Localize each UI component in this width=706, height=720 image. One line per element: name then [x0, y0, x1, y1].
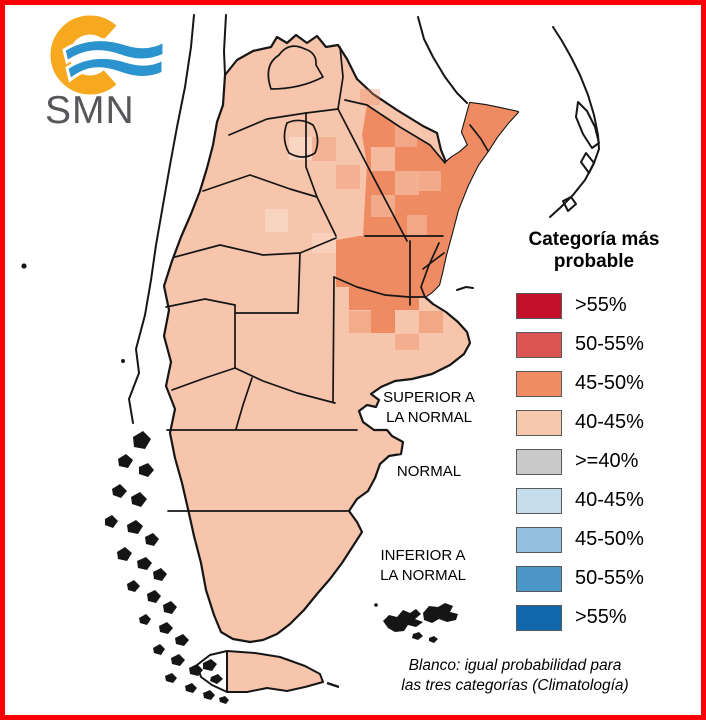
legend-label: 45-50% — [575, 528, 644, 551]
legend-row: 40-45% — [483, 409, 701, 436]
neighbor-coastlines — [417, 16, 600, 291]
legend-label: 45-50% — [575, 372, 644, 395]
legend: Categoría más probable >55% 50-55% 45-50… — [483, 229, 701, 631]
legend-swatch — [516, 604, 562, 631]
legend-row: >55% — [483, 604, 701, 631]
legend-swatch — [516, 487, 562, 514]
legend-label: >55% — [575, 606, 627, 629]
chile-coastline — [128, 14, 227, 424]
smn-wordmark: SMN — [45, 89, 135, 132]
legend-row: >55% — [483, 292, 701, 319]
legend-row: 45-50% — [483, 370, 701, 397]
argentina-provinces — [162, 33, 520, 644]
legend-label: >55% — [575, 294, 627, 317]
fjord-islands — [105, 431, 229, 704]
legend-row: 45-50% — [483, 526, 701, 553]
legend-row: 50-55% — [483, 331, 701, 358]
legend-row: >=40% — [483, 448, 701, 475]
legend-label: 50-55% — [575, 333, 644, 356]
legend-label: 50-55% — [575, 567, 644, 590]
legend-row: 40-45% — [483, 487, 701, 514]
smn-logo-waves — [62, 38, 166, 83]
legend-swatch — [516, 409, 562, 436]
footnote: Blanco: igual probabilidad para las tres… — [401, 657, 629, 694]
legend-swatch — [516, 331, 562, 358]
zone-label-normal: NORMAL — [396, 463, 462, 480]
legend-swatch — [516, 526, 562, 553]
legend-rows: >55% 50-55% 45-50% 40-45% >=40% 40-45% — [483, 292, 701, 631]
argentina-forecast-map — [21, 14, 600, 704]
legend-swatch — [516, 565, 562, 592]
legend-swatch — [516, 292, 562, 319]
zone-label-superior: SUPERIOR A LA NORMAL — [383, 389, 475, 427]
legend-label: 40-45% — [575, 411, 644, 434]
legend-row: 50-55% — [483, 565, 701, 592]
smn-logo-ring — [50, 15, 117, 95]
tierra-del-fuego — [196, 650, 340, 693]
legend-swatch — [516, 448, 562, 475]
malvinas-islands — [374, 603, 458, 643]
zone-label-inferior: INFERIOR A LA NORMAL — [380, 547, 466, 585]
legend-label: 40-45% — [575, 489, 644, 512]
legend-label: >=40% — [575, 450, 639, 473]
smn-logo — [50, 15, 166, 95]
map-artifacts — [21, 263, 125, 363]
legend-title: Categoría más probable — [528, 229, 660, 272]
province-borders — [165, 45, 489, 512]
legend-swatch — [516, 370, 562, 397]
